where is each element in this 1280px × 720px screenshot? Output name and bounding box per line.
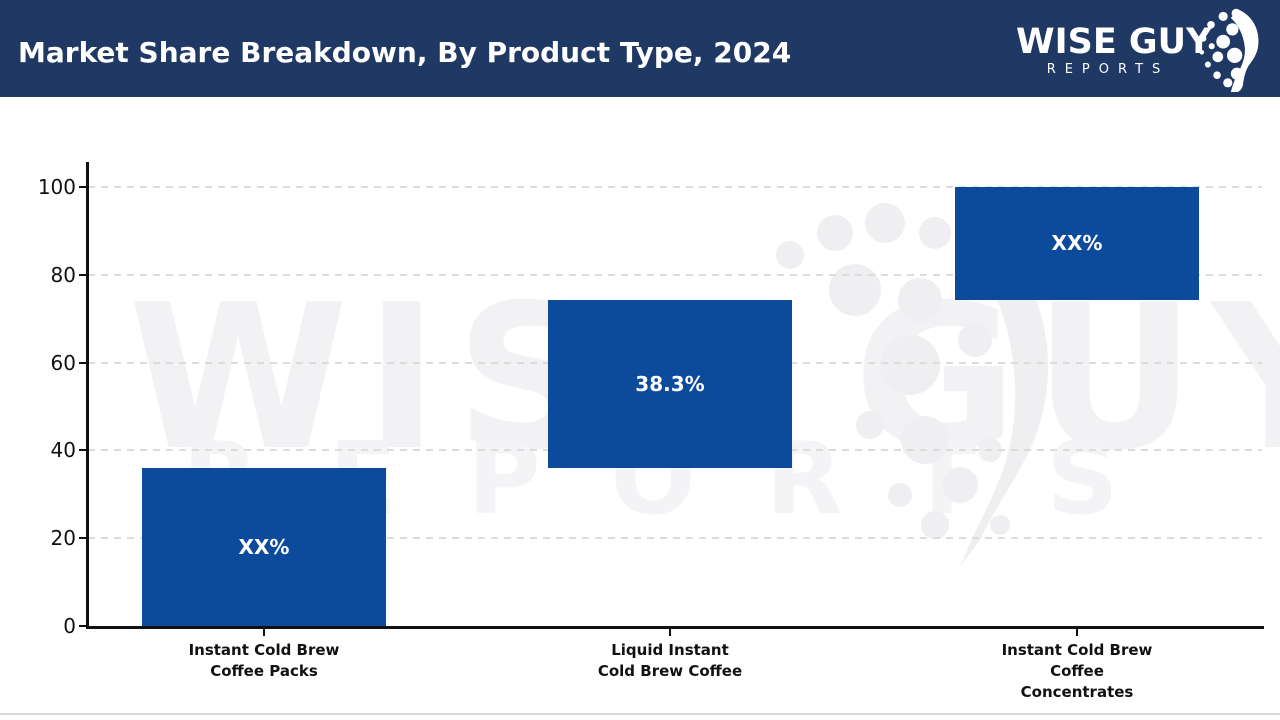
bar-segment[interactable]: 38.3% xyxy=(548,299,792,468)
y-tick-mark xyxy=(79,361,87,364)
y-tick-label: 100 xyxy=(37,175,76,199)
x-category-label: Liquid Instant Cold Brew Coffee xyxy=(510,640,830,682)
bar-value-label: XX% xyxy=(238,534,290,559)
x-category-label-line: Liquid Instant xyxy=(611,641,729,659)
gridline-100 xyxy=(88,186,1262,188)
y-tick-mark xyxy=(79,537,87,540)
x-tick-mark xyxy=(669,629,671,636)
x-tick-mark xyxy=(1076,629,1078,636)
logo-wiseguy-label: WISE GUY xyxy=(1016,22,1212,62)
y-tick-label: 40 xyxy=(50,438,76,463)
y-axis-line xyxy=(86,162,89,629)
y-tick-mark xyxy=(79,273,87,276)
x-category-label-line: Instant Cold Brew xyxy=(188,641,340,659)
y-tick-mark xyxy=(79,625,87,627)
logo-reports-label: REPORTS xyxy=(1046,62,1170,77)
gridline-80 xyxy=(88,273,1262,276)
logo-text: WISE GUY REPORTS xyxy=(1016,22,1212,77)
chart-title: Market Share Breakdown, By Product Type,… xyxy=(18,36,792,69)
y-tick-mark xyxy=(79,186,87,188)
bar-segment[interactable]: XX% xyxy=(142,467,386,626)
header-bar: Market Share Breakdown, By Product Type,… xyxy=(0,0,1280,97)
gridline-20 xyxy=(88,537,1262,540)
x-category-label-line: Concentrates xyxy=(1020,683,1134,701)
x-category-label: Instant Cold Brew Coffee Concentrates xyxy=(917,640,1237,703)
x-axis-line xyxy=(86,626,1264,629)
y-tick-label: 80 xyxy=(50,262,76,287)
y-tick-label: 20 xyxy=(50,526,76,551)
x-category-label-line: Coffee Packs xyxy=(210,662,318,680)
bar-value-label: 38.3% xyxy=(635,371,705,396)
x-category-label: Instant Cold Brew Coffee Packs xyxy=(104,640,424,682)
y-tick-label: 0 xyxy=(63,614,76,638)
x-category-label-line: Cold Brew Coffee xyxy=(597,662,743,680)
bar-value-label: XX% xyxy=(1051,231,1103,256)
wiseguy-logo: WISE GUY REPORTS xyxy=(1016,8,1266,92)
y-tick-label: 60 xyxy=(50,350,76,375)
bar-segment[interactable]: XX% xyxy=(955,187,1199,300)
chart-plot-area: 0 20 40 60 80 100 XX% Instant Cold Brew Coffee P… xyxy=(0,97,1280,720)
x-tick-mark xyxy=(263,629,265,636)
bottom-border-line xyxy=(0,713,1280,715)
logo-face-icon xyxy=(1199,8,1259,92)
y-tick-mark xyxy=(79,449,87,452)
x-category-label-line: Coffee xyxy=(1050,662,1104,680)
x-category-label-line: Instant Cold Brew xyxy=(1001,641,1153,659)
